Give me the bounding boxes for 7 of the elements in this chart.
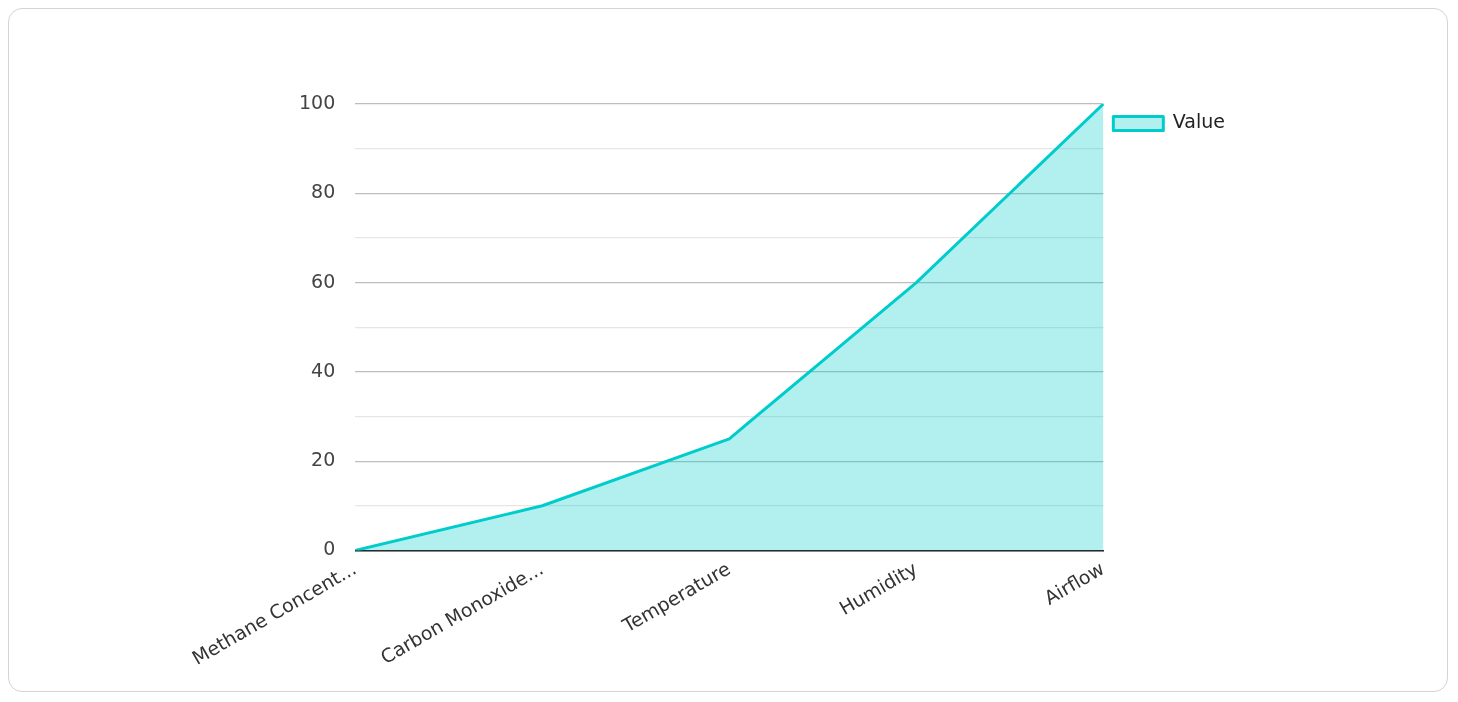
y-tick-label: 40 [311, 358, 336, 381]
y-tick-label: 20 [311, 448, 336, 471]
y-tick-label: 0 [323, 537, 336, 560]
y-tick-label: 100 [299, 90, 336, 113]
y-tick-label: 60 [311, 269, 336, 292]
legend-label: Value [1172, 110, 1226, 133]
y-tick-label: 80 [311, 180, 336, 203]
